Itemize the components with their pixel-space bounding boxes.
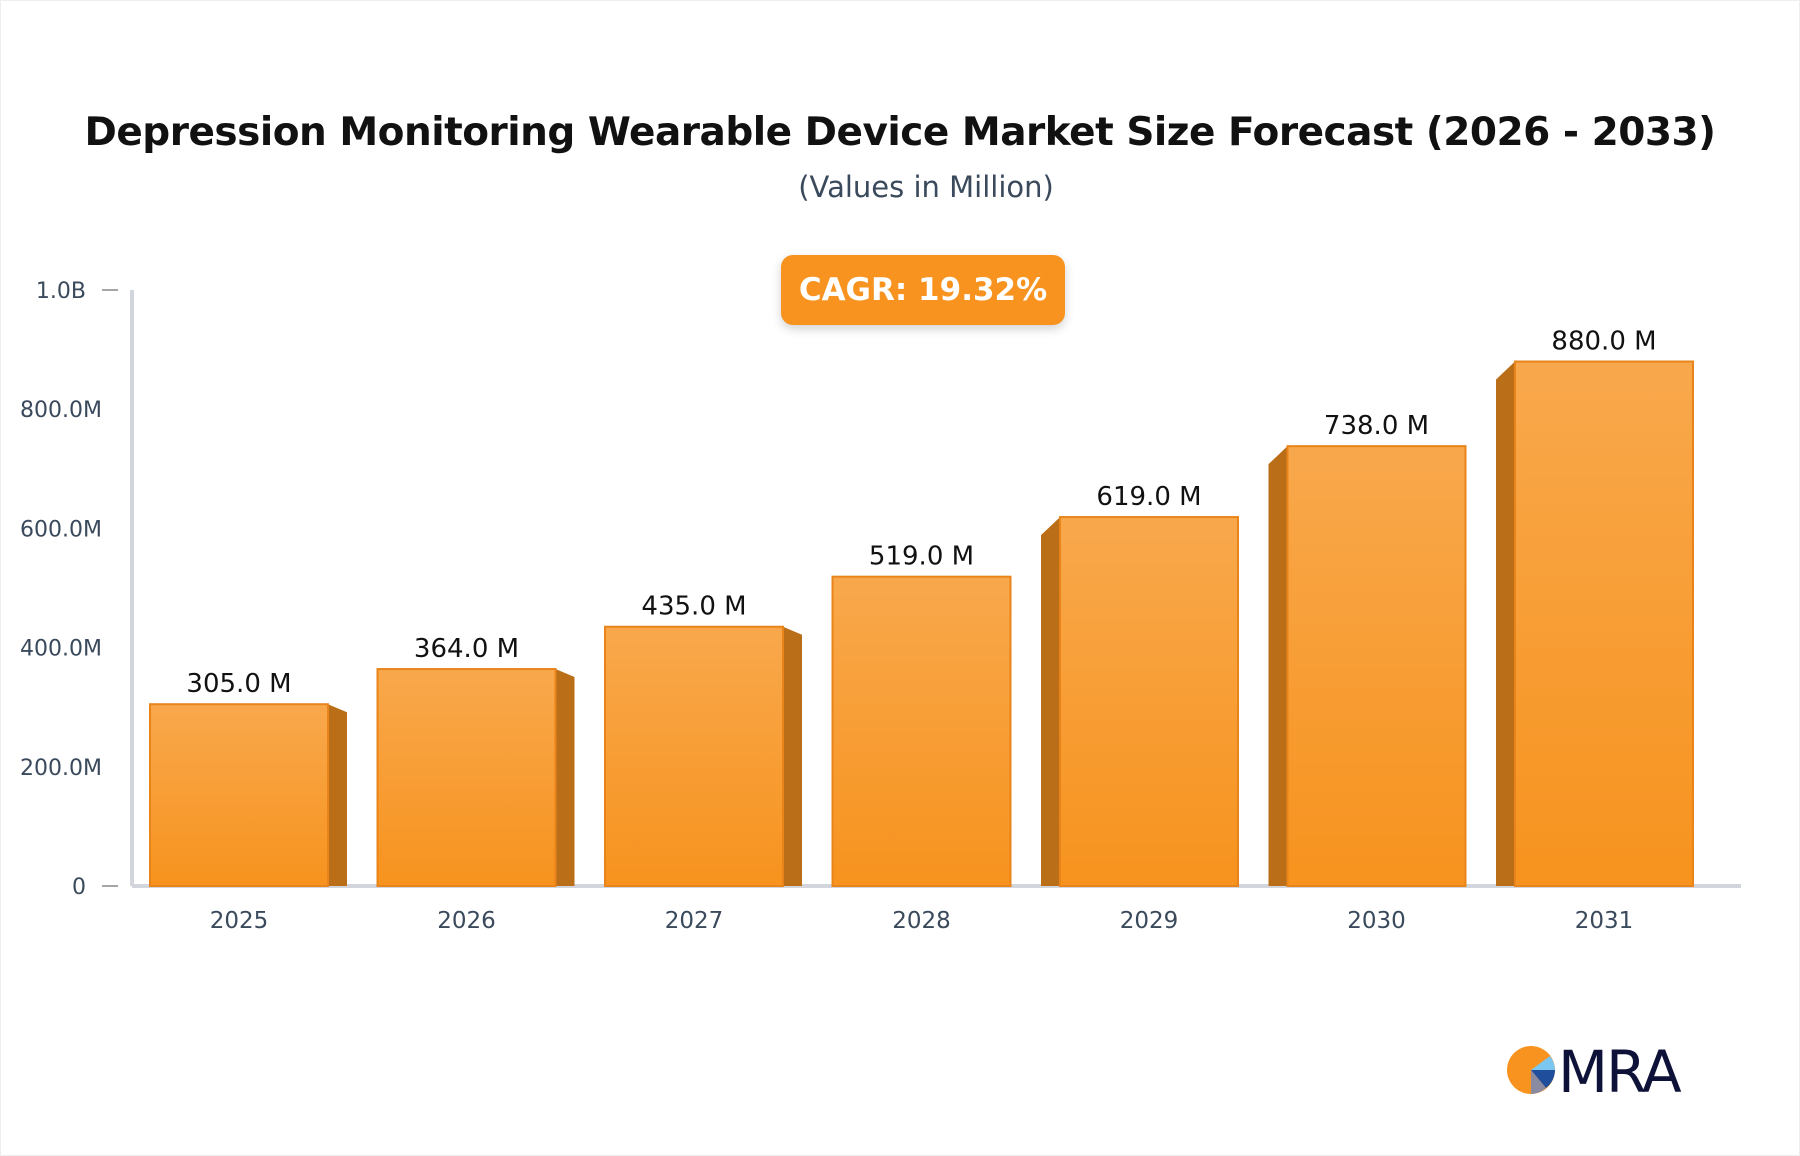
x-tick-label: 2030 <box>1347 908 1406 934</box>
bar-side <box>328 704 347 886</box>
bar-2025 <box>149 703 329 887</box>
y-tick-label: 400.0M <box>20 637 102 662</box>
y-tick-label: 0 <box>72 875 86 900</box>
x-tick-label: 2025 <box>210 908 269 934</box>
data-label: 305.0 M <box>186 669 291 699</box>
y-tick-label: 1.0B <box>36 279 86 304</box>
data-label: 619.0 M <box>1096 482 1201 512</box>
chart-subtitle: (Values in Million) <box>798 170 1054 204</box>
bar-side <box>1496 361 1515 886</box>
bar-2027 <box>604 625 784 887</box>
x-tick-label: 2026 <box>437 908 496 934</box>
data-label: 519.0 M <box>869 542 974 572</box>
x-tick-label: 2027 <box>665 908 724 934</box>
svg-text:MRA: MRA <box>1558 1040 1682 1100</box>
y-tick-label: 600.0M <box>20 517 102 542</box>
bar-2026 <box>376 668 557 888</box>
data-label: 364.0 M <box>414 634 519 664</box>
bar-2028 <box>831 575 1012 888</box>
x-tick-label: 2029 <box>1120 908 1179 934</box>
bar-side <box>783 626 802 886</box>
x-tick-label: 2031 <box>1575 908 1634 934</box>
bar-2029 <box>1059 516 1239 887</box>
y-tick-label: 200.0M <box>20 756 102 781</box>
y-tick-label: 800.0M <box>20 398 102 423</box>
bar-side <box>1268 446 1288 886</box>
data-label: 435.0 M <box>641 592 746 622</box>
mra-logo: MRA <box>1506 1038 1696 1106</box>
data-label: 880.0 M <box>1551 327 1656 357</box>
bar-side <box>1041 517 1060 886</box>
x-tick-label: 2028 <box>892 908 951 934</box>
data-label: 738.0 M <box>1324 411 1429 441</box>
bar-side <box>555 669 575 886</box>
bar-2030 <box>1286 445 1467 887</box>
cagr-badge: CAGR: 19.32% <box>781 255 1065 325</box>
chart-title: Depression Monitoring Wearable Device Ma… <box>84 110 1716 155</box>
bar-2031 <box>1514 360 1694 887</box>
